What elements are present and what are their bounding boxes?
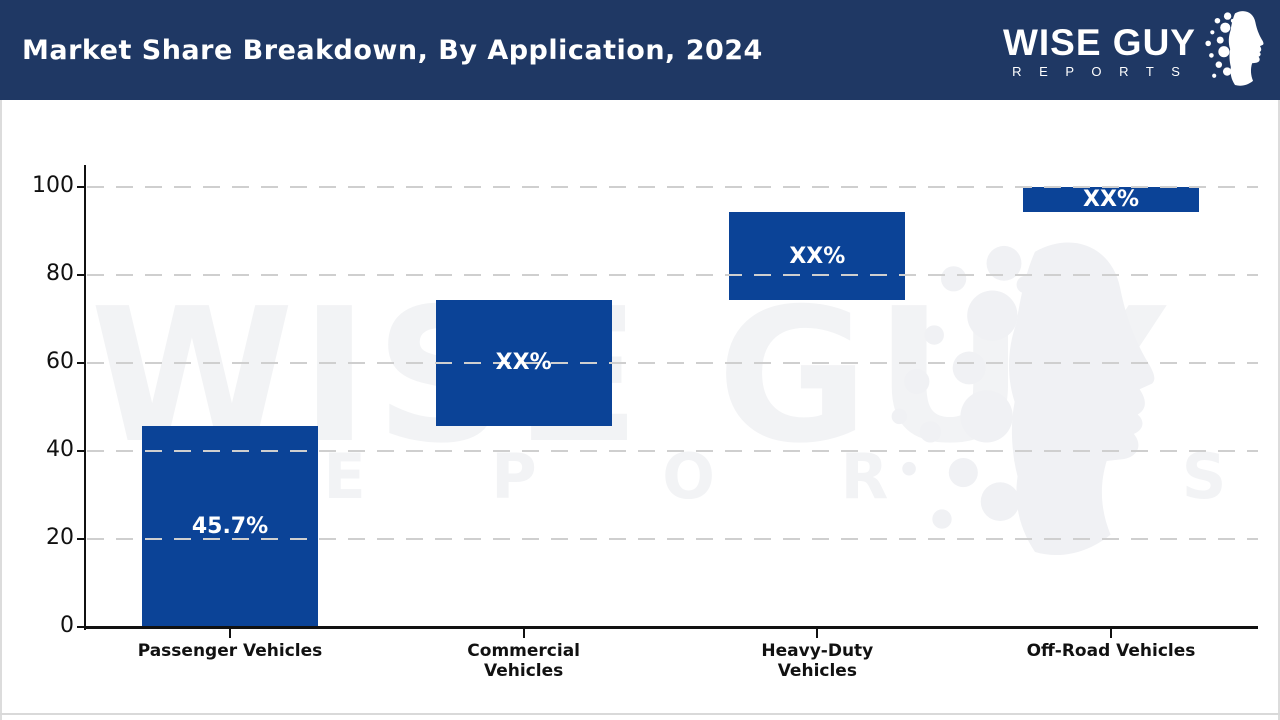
- y-tick-label: 80: [46, 261, 74, 286]
- bar-value-label: XX%: [1083, 187, 1139, 213]
- brand-logo: WISE GUY R E P O R T S: [1003, 6, 1272, 94]
- y-tick-label: 60: [46, 349, 74, 374]
- head-profile-logo-icon: [1198, 6, 1272, 94]
- y-tick-mark: [77, 450, 86, 452]
- y-tick-label: 20: [46, 525, 74, 550]
- y-tick-mark: [77, 626, 86, 628]
- x-tick-mark: [1110, 629, 1112, 638]
- bar-value-label: 45.7%: [191, 513, 269, 539]
- y-axis-line: [84, 165, 86, 630]
- y-tick-mark: [77, 274, 86, 276]
- x-tick-mark: [229, 629, 231, 638]
- bar: [729, 212, 906, 301]
- brand-subtitle: R E P O R T S: [1012, 63, 1187, 79]
- header: Market Share Breakdown, By Application, …: [0, 0, 1280, 100]
- y-tick-mark: [77, 362, 86, 364]
- bar: [1023, 187, 1199, 213]
- x-tick-label: Passenger Vehicles: [137, 641, 323, 661]
- brand-logo-text: WISE GUY R E P O R T S: [1003, 22, 1196, 79]
- bar: [142, 425, 318, 627]
- y-tick-label: 100: [32, 173, 74, 198]
- x-tick-mark: [522, 629, 525, 638]
- gridline: [87, 450, 1258, 452]
- x-tick-mark: [816, 629, 819, 638]
- bar-value-label: XX%: [789, 243, 846, 269]
- x-tick-label: Heavy-Duty Vehicles: [761, 641, 874, 681]
- bottom-divider: [0, 713, 1280, 715]
- bar-value-label: XX%: [495, 350, 552, 376]
- gridline: [87, 186, 1258, 188]
- watermark-head-profile-icon: [880, 222, 1190, 576]
- x-axis-line: [85, 626, 1258, 629]
- x-tick-label: Off-Road Vehicles: [1026, 641, 1196, 661]
- brand-name: WISE GUY: [1002, 21, 1196, 63]
- y-tick-mark: [77, 186, 86, 188]
- gridline: [87, 274, 1258, 276]
- gridline: [87, 362, 1258, 364]
- y-tick-mark: [77, 538, 86, 540]
- y-tick-label: 40: [46, 437, 74, 462]
- page-title: Market Share Breakdown, By Application, …: [22, 34, 763, 66]
- x-tick-label: Commercial Vehicles: [467, 641, 580, 681]
- y-tick-label: 0: [60, 613, 74, 638]
- gridline: [87, 538, 1258, 540]
